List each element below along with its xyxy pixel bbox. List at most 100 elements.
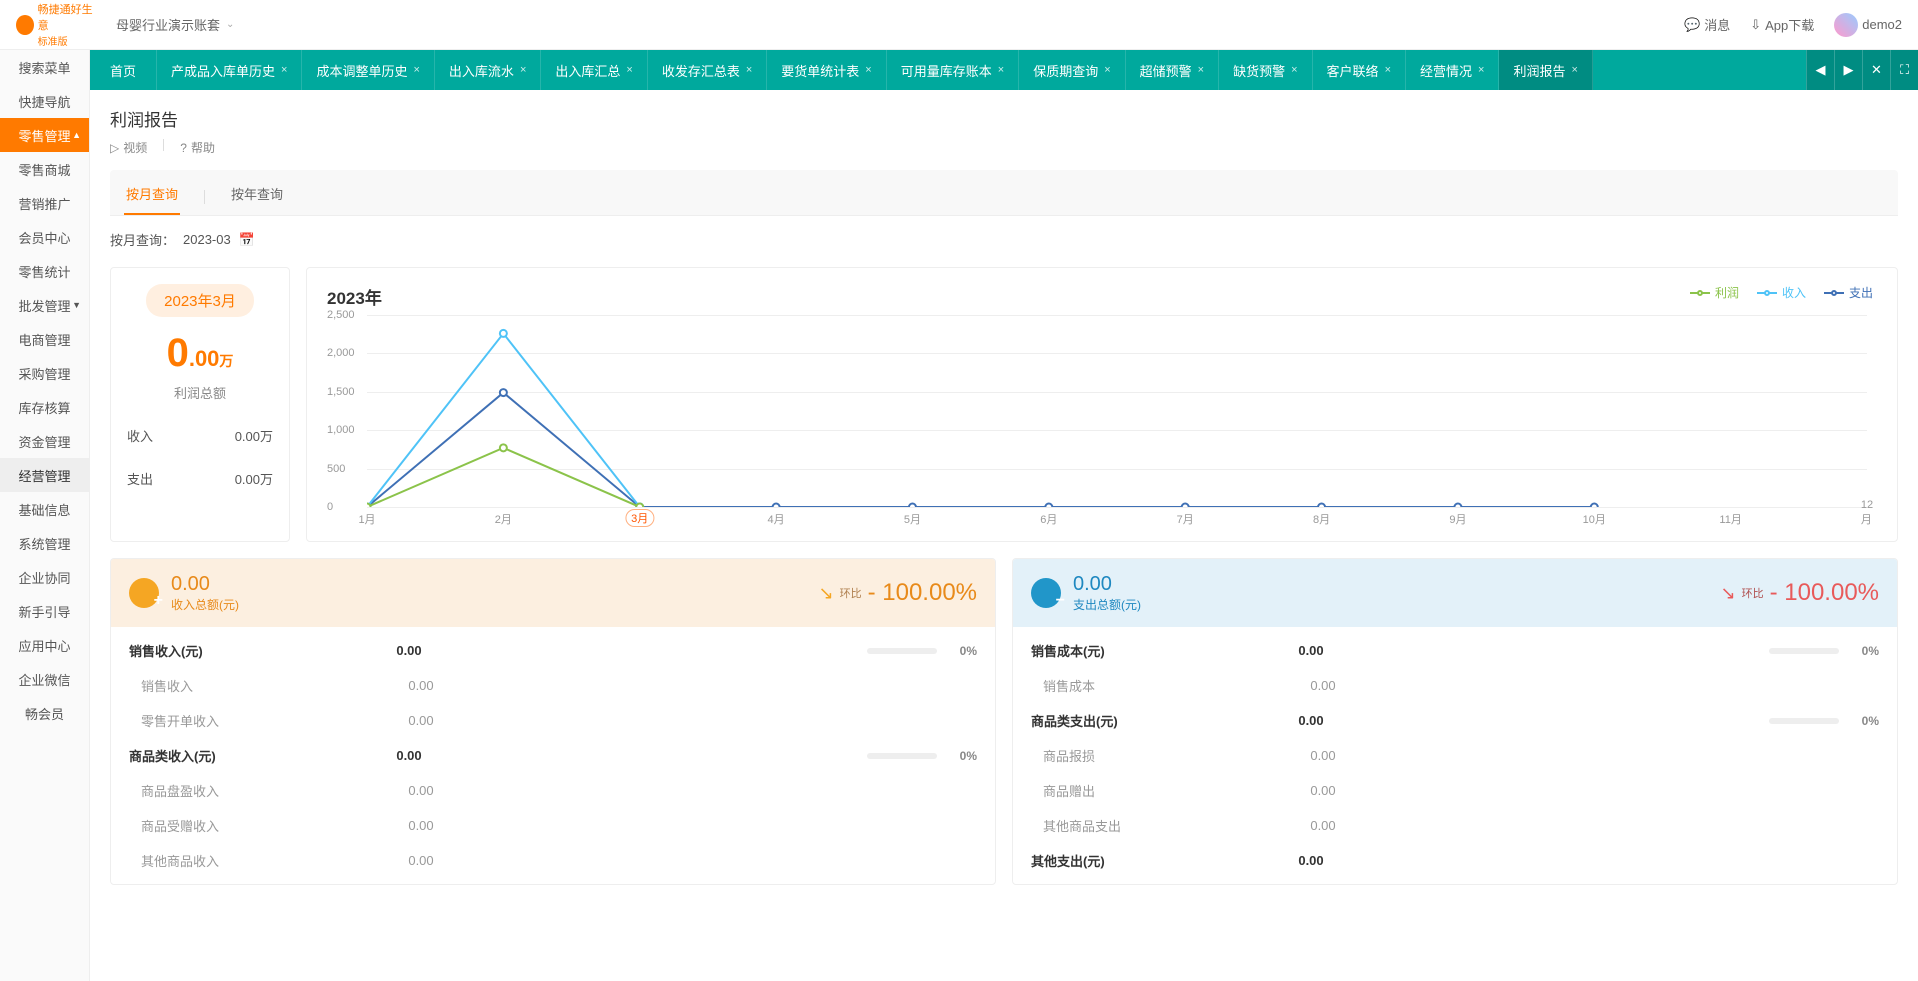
row-value: 0.00 xyxy=(361,783,481,798)
account-selector[interactable]: 母婴行业演示账套 ⌄ xyxy=(116,15,234,34)
sidebar-item-0[interactable]: 搜索菜单 xyxy=(0,50,89,84)
table-row: 其他商品收入0.00 xyxy=(111,843,995,878)
close-icon[interactable]: × xyxy=(746,64,752,76)
sidebar-item-18[interactable]: 企业微信 xyxy=(0,662,89,696)
sidebar-item-8[interactable]: 电商管理 xyxy=(0,322,89,356)
sidebar-item-1[interactable]: 快捷导航 xyxy=(0,84,89,118)
close-icon[interactable]: × xyxy=(1198,64,1204,76)
profit-label: 利润总额 xyxy=(127,383,273,402)
user-name: demo2 xyxy=(1862,17,1902,32)
tab-6[interactable]: 可用量库存账本× xyxy=(887,50,1019,90)
close-icon[interactable]: × xyxy=(998,64,1004,76)
sidebar-item-15[interactable]: 企业协同 xyxy=(0,560,89,594)
legend-income[interactable]: 收入 xyxy=(1757,284,1806,301)
period-badge: 2023年3月 xyxy=(146,284,254,317)
row-bar: 0% xyxy=(469,644,977,658)
sidebar-item-19[interactable]: 畅会员 xyxy=(0,696,89,730)
close-icon[interactable]: × xyxy=(1104,64,1110,76)
row-label: 商品赠出 xyxy=(1043,781,1263,800)
sidebar-item-2[interactable]: 零售管理▲ xyxy=(0,118,89,152)
sidebar-item-4[interactable]: 营销推广 xyxy=(0,186,89,220)
tab-5[interactable]: 要货单统计表 × xyxy=(767,50,886,90)
sidebar-item-17[interactable]: 应用中心 xyxy=(0,628,89,662)
message-button[interactable]: 💬 消息 xyxy=(1684,15,1730,34)
close-icon[interactable]: × xyxy=(1571,64,1577,76)
close-icon[interactable]: × xyxy=(1291,64,1297,76)
chart-card: 2023年 利润 收入 支出 05001,0001,5002,0002,5001… xyxy=(306,267,1898,542)
sidebar-item-7[interactable]: 批发管理▼ xyxy=(0,288,89,322)
table-row: 商品类收入(元)0.000% xyxy=(111,738,995,773)
row-bar: 0% xyxy=(1371,714,1879,728)
sidebar-item-9[interactable]: 采购管理 xyxy=(0,356,89,390)
tab-10[interactable]: 客户联络 × xyxy=(1313,50,1406,90)
tab-2[interactable]: 出入库流水 × xyxy=(435,50,541,90)
close-icon[interactable]: × xyxy=(520,64,526,76)
income-hb-label: 环比 xyxy=(840,585,862,601)
sidebar-item-3[interactable]: 零售商城 xyxy=(0,152,89,186)
sidebar-item-16[interactable]: 新手引导 xyxy=(0,594,89,628)
grid-line xyxy=(367,507,1867,508)
calendar-icon[interactable]: 📅 xyxy=(239,232,255,248)
tab-11[interactable]: 经营情况× xyxy=(1406,50,1499,90)
tab-scroll-right[interactable]: ▶ xyxy=(1834,50,1862,90)
legend-profit[interactable]: 利润 xyxy=(1690,284,1739,301)
tab-3[interactable]: 出入库汇总 × xyxy=(541,50,647,90)
tab-close-all[interactable]: ✕ xyxy=(1862,50,1890,90)
close-icon[interactable]: × xyxy=(281,64,287,76)
tab-4[interactable]: 收发存汇总表× xyxy=(648,50,767,90)
tab-label: 产成品入库单历史 xyxy=(171,61,275,80)
tab-1[interactable]: 成本调整单历史× xyxy=(302,50,434,90)
subtab-year[interactable]: 按年查询 xyxy=(229,178,285,215)
row-value: 0.00 xyxy=(349,748,469,763)
legend-expense[interactable]: 支出 xyxy=(1824,284,1873,301)
tab-7[interactable]: 保质期查询× xyxy=(1019,50,1125,90)
x-tick: 9月 xyxy=(1449,511,1466,527)
x-tick: 3月 xyxy=(625,509,654,527)
month-query-value[interactable]: 2023-03 xyxy=(183,232,231,247)
table-row: 销售成本0.00 xyxy=(1013,668,1897,703)
close-icon[interactable]: × xyxy=(865,64,871,76)
row-bar: 0% xyxy=(1371,644,1879,658)
tab-8[interactable]: 超储预警 × xyxy=(1126,50,1219,90)
sidebar-item-13[interactable]: 基础信息 xyxy=(0,492,89,526)
sidebar-item-10[interactable]: 库存核算 xyxy=(0,390,89,424)
x-tick: 11月 xyxy=(1719,511,1741,527)
table-row: 其他支出(元)0.00 xyxy=(1013,843,1897,878)
tab-9[interactable]: 缺货预警× xyxy=(1219,50,1312,90)
tab-fullscreen[interactable]: ⛶ xyxy=(1890,50,1918,90)
row-label: 其他商品支出 xyxy=(1043,816,1263,835)
chevron-icon: ▲ xyxy=(72,130,81,140)
tab-home[interactable]: 首页 xyxy=(90,50,157,90)
help-link[interactable]: ? 帮助 xyxy=(180,139,215,156)
tab-scroll-left[interactable]: ◀ xyxy=(1806,50,1834,90)
sidebar-item-14[interactable]: 系统管理 xyxy=(0,526,89,560)
sidebar-item-12[interactable]: 经营管理 xyxy=(0,458,89,492)
sidebar-item-6[interactable]: 零售统计 xyxy=(0,254,89,288)
sidebar-item-11[interactable]: 资金管理 xyxy=(0,424,89,458)
income-total-label: 收入总额(元) xyxy=(171,596,239,613)
row-value: 0.00 xyxy=(349,643,469,658)
close-icon[interactable]: × xyxy=(1478,64,1484,76)
app-download-button[interactable]: ⇩ App下载 xyxy=(1750,15,1814,34)
table-row: 零售开单收入0.00 xyxy=(111,703,995,738)
video-link[interactable]: ▷ 视频 xyxy=(110,139,147,156)
expense-panel-head: 0.00 支出总额(元) ↘ 环比 - 100.00% xyxy=(1013,559,1897,627)
tab-label: 出入库汇总 xyxy=(555,61,620,80)
row-label: 商品报损 xyxy=(1043,746,1263,765)
tab-0[interactable]: 产成品入库单历史 × xyxy=(157,50,302,90)
tab-label: 出入库流水 xyxy=(449,61,514,80)
tab-label: 客户联络 xyxy=(1327,61,1379,80)
income-value: 0.00万 xyxy=(235,426,273,445)
close-icon[interactable]: × xyxy=(626,64,632,76)
close-icon[interactable]: × xyxy=(413,64,419,76)
account-name: 母婴行业演示账套 xyxy=(116,15,220,34)
tab-bar: 首页 产成品入库单历史×成本调整单历史×出入库流水×出入库汇总×收发存汇总表×要… xyxy=(90,50,1918,90)
subtab-month[interactable]: 按月查询 xyxy=(124,178,180,215)
close-icon[interactable]: × xyxy=(1385,64,1391,76)
sidebar-item-5[interactable]: 会员中心 xyxy=(0,220,89,254)
tab-label: 要货单统计表 xyxy=(781,61,859,80)
user-menu[interactable]: demo2 xyxy=(1834,13,1902,37)
tab-12[interactable]: 利润报告× xyxy=(1499,50,1592,90)
app-download-label: App下载 xyxy=(1765,15,1814,34)
tab-label: 超储预警 xyxy=(1140,61,1192,80)
